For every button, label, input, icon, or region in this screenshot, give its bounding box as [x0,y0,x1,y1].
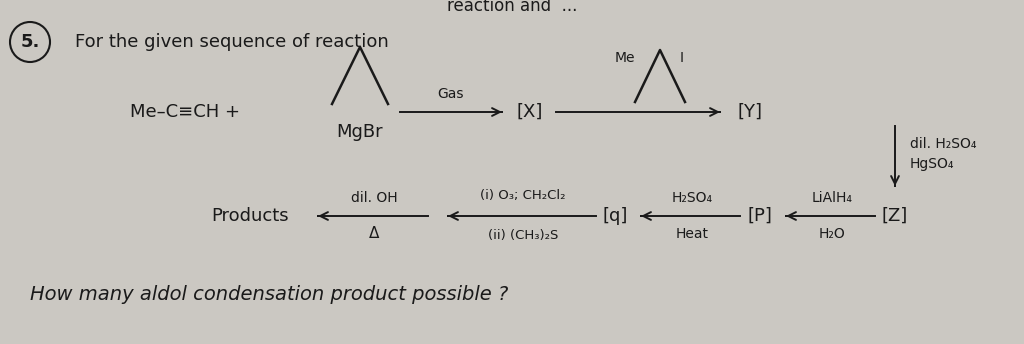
Text: reaction and  ...: reaction and ... [446,0,578,15]
Text: dil. OH: dil. OH [350,191,397,205]
Text: H₂SO₄: H₂SO₄ [672,191,713,205]
Text: Heat: Heat [676,227,709,241]
Text: How many aldol condensation product possible ?: How many aldol condensation product poss… [30,284,508,303]
Text: H₂O: H₂O [818,227,846,241]
Text: For the given sequence of reaction: For the given sequence of reaction [75,33,389,51]
Text: [Y]: [Y] [737,103,763,121]
Text: 5.: 5. [20,33,40,51]
Text: LiAlH₄: LiAlH₄ [811,191,853,205]
Text: [q]: [q] [602,207,628,225]
Text: Gas: Gas [437,87,463,101]
Text: dil. H₂SO₄: dil. H₂SO₄ [910,137,977,151]
Text: Me: Me [614,51,635,65]
Text: [P]: [P] [748,207,772,225]
Text: [X]: [X] [517,103,543,121]
Text: I: I [680,51,684,65]
Text: Δ: Δ [369,226,379,241]
Text: Products: Products [211,207,289,225]
Text: Me–C≡CH +: Me–C≡CH + [130,103,240,121]
Text: HgSO₄: HgSO₄ [910,157,954,171]
Text: (i) O₃; CH₂Cl₂: (i) O₃; CH₂Cl₂ [480,190,565,203]
Text: (ii) (CH₃)₂S: (ii) (CH₃)₂S [487,229,558,243]
Text: [Z]: [Z] [882,207,908,225]
Text: MgBr: MgBr [337,123,383,141]
